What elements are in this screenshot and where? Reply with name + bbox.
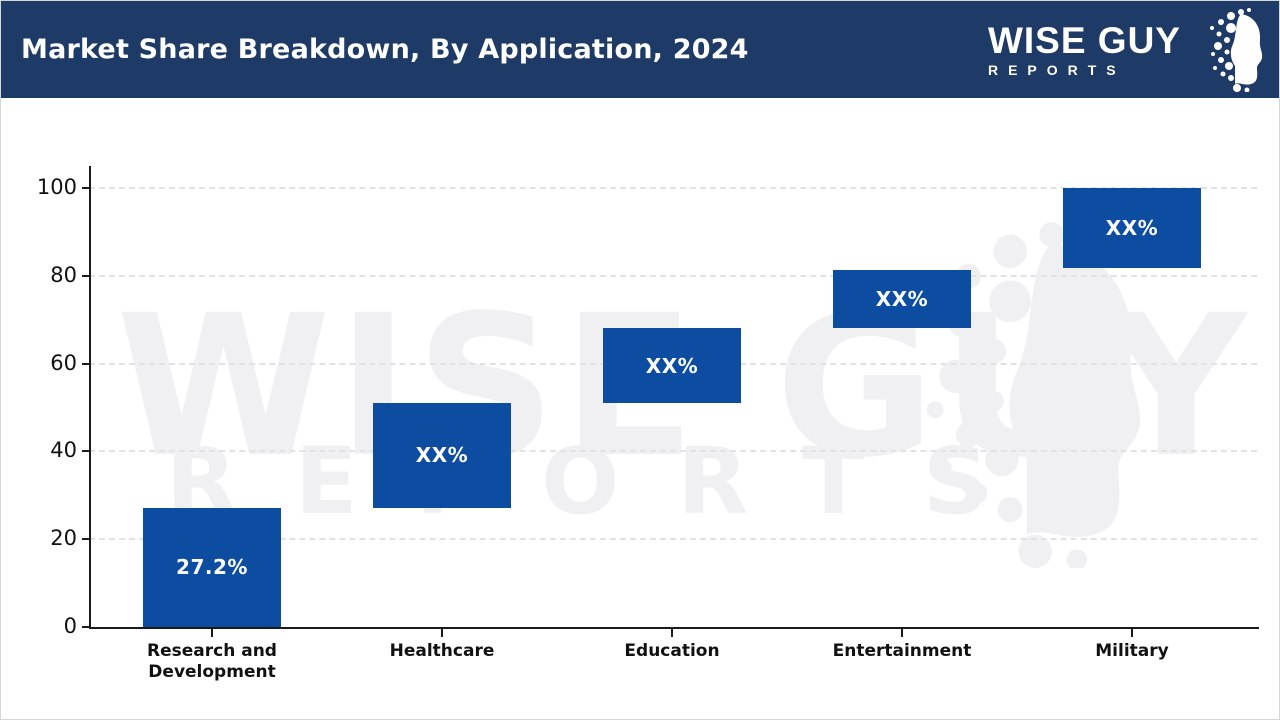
brand-logo-wordmark: WISE GUY xyxy=(987,20,1181,61)
brand-logo: WISE GUY REPORTS xyxy=(988,1,1263,98)
brand-face-dots-icon xyxy=(1210,7,1263,92)
bar-value-label: XX% xyxy=(1105,215,1159,240)
x-category-label: Research and Development xyxy=(147,641,277,683)
brand-logo-subtext: REPORTS xyxy=(987,62,1126,78)
x-tick-mark xyxy=(441,629,443,637)
gridline xyxy=(89,274,1257,277)
x-category-label: Military xyxy=(1095,641,1169,661)
bar-education: XX% xyxy=(603,328,741,404)
bar-military: XX% xyxy=(1063,188,1201,268)
gridline xyxy=(89,450,1257,453)
y-tick-mark xyxy=(82,626,89,628)
gridline xyxy=(89,538,1257,541)
x-tick-mark xyxy=(211,629,213,637)
bar-value-label: 27.2% xyxy=(176,555,248,580)
watermark-subtext: REPORTS xyxy=(166,428,1048,535)
chart-title: Market Share Breakdown, By Application, … xyxy=(21,34,749,65)
bar-healthcare: XX% xyxy=(373,403,511,508)
x-category-label: Entertainment xyxy=(832,641,972,661)
y-tick-label: 100 xyxy=(36,175,77,199)
y-tick-label: 20 xyxy=(50,526,77,551)
y-tick-label: 40 xyxy=(50,438,77,463)
chart-plot-area: WISE GUY REPORTS 0 20 40 60 80 100 27.2% Resear… xyxy=(1,98,1279,718)
y-tick-mark xyxy=(82,274,89,277)
x-tick-mark xyxy=(901,629,903,637)
y-axis-line xyxy=(89,166,91,629)
header-bar: Market Share Breakdown, By Application, … xyxy=(1,1,1279,98)
y-tick-label: 0 xyxy=(63,614,77,638)
bar-value-label: XX% xyxy=(875,287,929,312)
bar-entertainment: XX% xyxy=(833,269,971,329)
gridline xyxy=(89,187,1257,189)
y-tick-mark xyxy=(82,187,89,189)
x-tick-mark xyxy=(1131,629,1133,637)
bar-research-and-development: 27.2% xyxy=(143,507,281,627)
y-tick-label: 60 xyxy=(50,350,77,375)
bar-value-label: XX% xyxy=(415,443,469,468)
x-axis-line xyxy=(89,627,1259,629)
y-tick-mark xyxy=(82,538,89,541)
y-tick-mark xyxy=(82,362,89,365)
x-tick-mark xyxy=(671,629,673,637)
x-category-label: Healthcare xyxy=(389,641,495,661)
bar-value-label: XX% xyxy=(645,353,699,378)
y-tick-mark xyxy=(82,450,89,453)
x-category-label: Education xyxy=(624,641,720,661)
y-tick-label: 80 xyxy=(50,262,77,287)
